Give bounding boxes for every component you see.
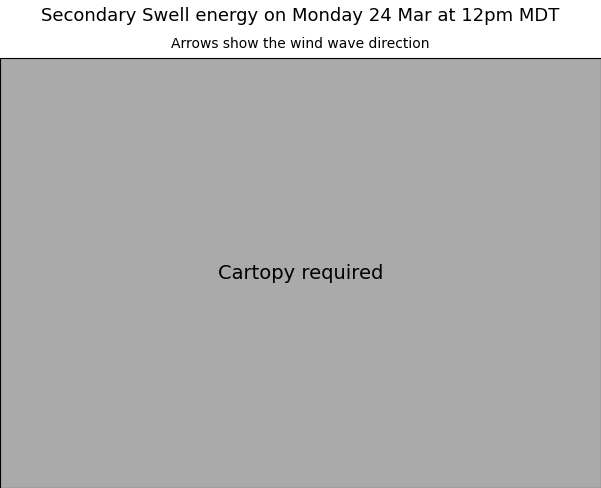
Text: Cartopy required: Cartopy required — [218, 264, 383, 283]
Text: Arrows show the wind wave direction: Arrows show the wind wave direction — [171, 37, 430, 51]
Text: Secondary Swell energy on Monday 24 Mar at 12pm MDT: Secondary Swell energy on Monday 24 Mar … — [41, 7, 560, 25]
